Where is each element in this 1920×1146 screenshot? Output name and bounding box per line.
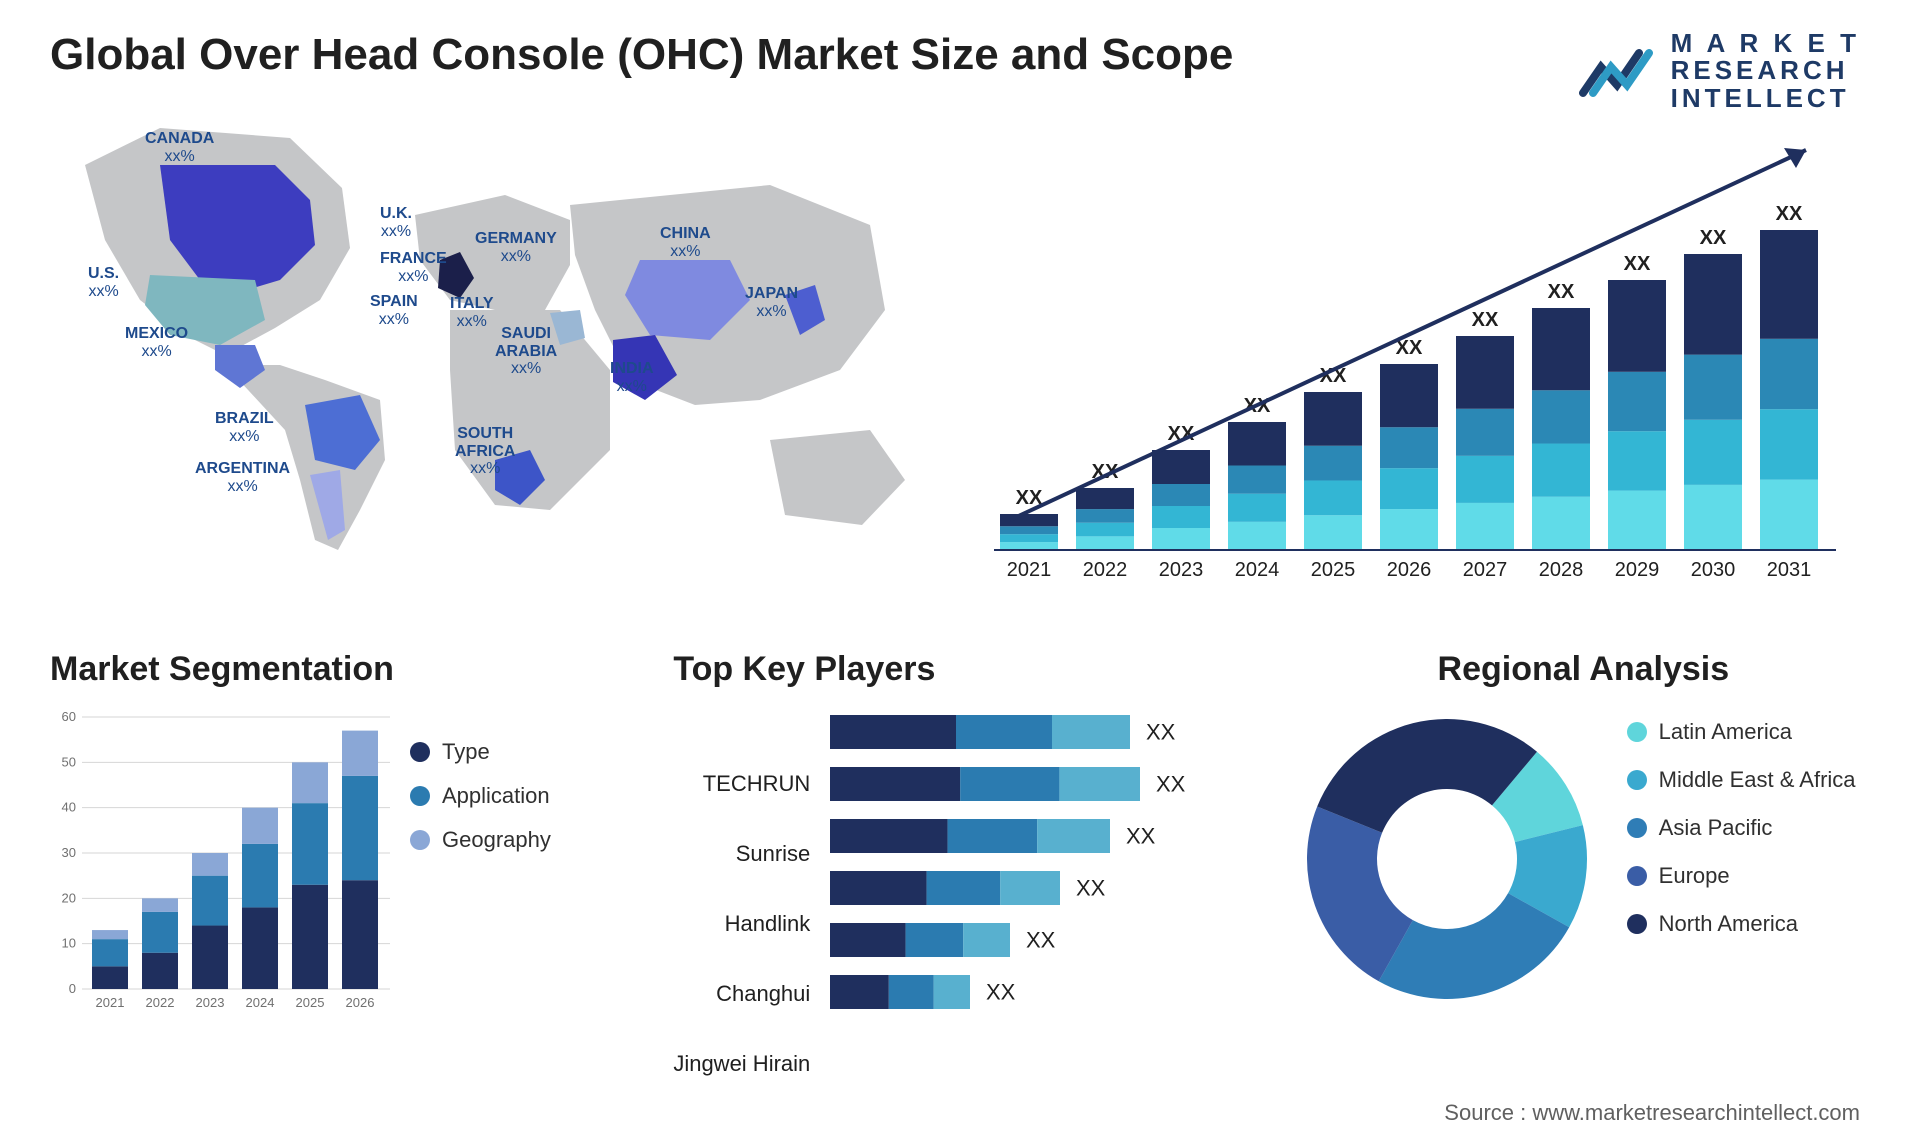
svg-text:XX: XX <box>1624 253 1651 275</box>
svg-text:XX: XX <box>1700 227 1727 249</box>
logo-line3: INTELLECT <box>1671 85 1860 112</box>
svg-text:2027: 2027 <box>1463 559 1508 581</box>
legend-item: Asia Pacific <box>1627 815 1856 841</box>
svg-text:0: 0 <box>69 981 76 996</box>
legend-swatch <box>410 830 430 850</box>
svg-text:2025: 2025 <box>296 995 325 1010</box>
svg-text:XX: XX <box>1548 281 1575 303</box>
legend-label: Type <box>442 739 490 765</box>
svg-text:2030: 2030 <box>1691 559 1736 581</box>
legend-item: Application <box>410 783 551 809</box>
regional-legend: Latin America Middle East & Africa Asia Pa… <box>1627 709 1856 937</box>
map-label: ITALYxx% <box>450 295 494 330</box>
map-label: GERMANYxx% <box>475 230 557 265</box>
svg-text:XX: XX <box>1026 927 1056 952</box>
svg-text:XX: XX <box>1156 771 1186 796</box>
top-key-players-section: Top Key Players TECHRUN Sunrise Handlink Ch… <box>673 650 1246 1109</box>
player-label: Sunrise <box>673 837 810 889</box>
map-label: FRANCExx% <box>380 250 447 285</box>
legend-label: Europe <box>1659 863 1730 889</box>
regional-heading: Regional Analysis <box>1297 650 1870 689</box>
legend-label: Middle East & Africa <box>1659 767 1856 793</box>
legend-swatch <box>1627 818 1647 838</box>
map-label: MEXICOxx% <box>125 325 188 360</box>
segmentation-legend: Type Application Geography <box>410 709 551 1019</box>
legend-swatch <box>1627 914 1647 934</box>
svg-text:2022: 2022 <box>146 995 175 1010</box>
svg-text:60: 60 <box>62 709 76 724</box>
svg-text:2021: 2021 <box>96 995 125 1010</box>
legend-item: Europe <box>1627 863 1856 889</box>
segmentation-chart: 0 10 20 30 40 50 60 2021 2022 2023 2024 2025 2026 <box>50 709 390 1019</box>
svg-text:2022: 2022 <box>1083 559 1128 581</box>
map-label: JAPANxx% <box>745 285 798 320</box>
svg-text:10: 10 <box>62 936 76 951</box>
map-label: BRAZILxx% <box>215 410 274 445</box>
legend-label: Asia Pacific <box>1659 815 1773 841</box>
map-label: CANADAxx% <box>145 130 214 165</box>
svg-text:XX: XX <box>986 979 1016 1004</box>
svg-text:XX: XX <box>1126 823 1156 848</box>
legend-label: Geography <box>442 827 551 853</box>
svg-text:50: 50 <box>62 754 76 769</box>
svg-text:30: 30 <box>62 845 76 860</box>
player-label: Changhui <box>673 977 810 1029</box>
map-label: CHINAxx% <box>660 225 711 260</box>
player-label: Handlink <box>673 907 810 959</box>
legend-item: Geography <box>410 827 551 853</box>
svg-text:2024: 2024 <box>246 995 275 1010</box>
world-map: CANADAxx% U.S.xx%MEXICOxx% BRAZILxx% ARGENT… <box>50 110 930 610</box>
legend-label: Application <box>442 783 550 809</box>
market-segmentation-section: Market Segmentation 0 10 20 30 40 50 60 2021 202… <box>50 650 623 1109</box>
growth-bar-chart: XX2021XX2022XX2023XX2024XX2025XX2026XX20… <box>970 110 1850 610</box>
map-label: SAUDIARABIAxx% <box>495 325 557 378</box>
svg-text:2023: 2023 <box>1159 559 1204 581</box>
svg-text:2026: 2026 <box>1387 559 1432 581</box>
players-chart: XX XX XX XX XX XX <box>830 709 1210 1039</box>
map-label: SOUTHAFRICAxx% <box>455 425 515 478</box>
svg-text:40: 40 <box>62 800 76 815</box>
svg-text:XX: XX <box>1076 875 1106 900</box>
svg-text:2029: 2029 <box>1615 559 1660 581</box>
svg-text:20: 20 <box>62 890 76 905</box>
svg-text:2021: 2021 <box>1007 559 1052 581</box>
map-label: ARGENTINAxx% <box>195 460 290 495</box>
legend-item: Type <box>410 739 551 765</box>
regional-analysis-section: Regional Analysis Latin America Middle Ea… <box>1297 650 1870 1109</box>
legend-item: Middle East & Africa <box>1627 767 1856 793</box>
regional-donut <box>1297 709 1597 1009</box>
svg-text:2031: 2031 <box>1767 559 1812 581</box>
svg-text:2026: 2026 <box>346 995 375 1010</box>
legend-item: Latin America <box>1627 719 1856 745</box>
svg-text:XX: XX <box>1472 309 1499 331</box>
svg-text:2024: 2024 <box>1235 559 1280 581</box>
player-label: Jingwei Hirain <box>673 1047 810 1099</box>
map-label: U.S.xx% <box>88 265 119 300</box>
segmentation-heading: Market Segmentation <box>50 650 623 689</box>
map-label: SPAINxx% <box>370 293 418 328</box>
brand-logo: M A R K E T RESEARCH INTELLECT <box>1579 30 1860 112</box>
players-heading: Top Key Players <box>673 650 1246 689</box>
logo-line2: RESEARCH <box>1671 57 1860 84</box>
map-label: U.K.xx% <box>380 205 412 240</box>
logo-icon <box>1579 41 1659 101</box>
svg-text:2028: 2028 <box>1539 559 1584 581</box>
legend-swatch <box>1627 866 1647 886</box>
svg-text:2023: 2023 <box>196 995 225 1010</box>
legend-swatch <box>410 742 430 762</box>
svg-text:2025: 2025 <box>1311 559 1356 581</box>
player-label: TECHRUN <box>673 767 810 819</box>
legend-swatch <box>410 786 430 806</box>
legend-label: North America <box>1659 911 1798 937</box>
legend-item: North America <box>1627 911 1856 937</box>
map-label: INDIAxx% <box>610 360 654 395</box>
legend-swatch <box>1627 770 1647 790</box>
svg-text:XX: XX <box>1776 203 1803 225</box>
logo-line1: M A R K E T <box>1671 30 1860 57</box>
legend-swatch <box>1627 722 1647 742</box>
source-attribution: Source : www.marketresearchintellect.com <box>1444 1100 1860 1126</box>
svg-text:XX: XX <box>1146 719 1176 744</box>
players-labels: TECHRUN Sunrise Handlink Changhui Jingwei Hi… <box>673 709 810 1109</box>
legend-label: Latin America <box>1659 719 1792 745</box>
